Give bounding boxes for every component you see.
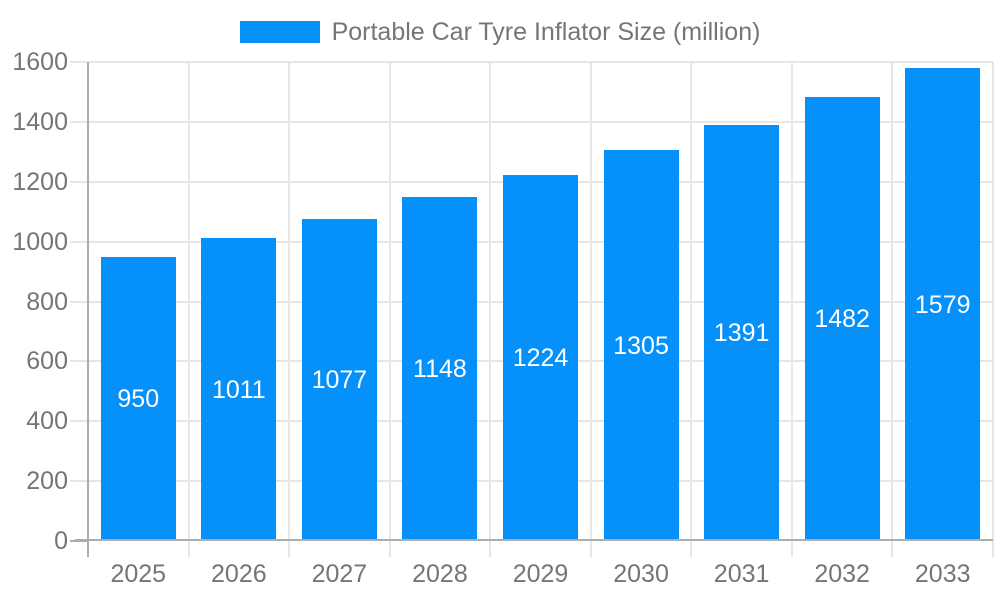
x-tick-label: 2026 [211, 560, 267, 588]
legend-label: Portable Car Tyre Inflator Size (million… [331, 17, 761, 46]
x-axis-tick [187, 541, 190, 557]
y-tick-label: 1200 [12, 167, 68, 196]
x-axis-tick [489, 541, 492, 557]
bar-value-label: 1305 [613, 331, 669, 360]
x-gridline [992, 62, 994, 541]
x-gridline [388, 62, 391, 541]
x-tick-label: 2028 [412, 560, 468, 588]
bar-value-label: 1011 [211, 375, 266, 404]
y-tick-label: 600 [26, 347, 68, 376]
x-axis-tick [992, 541, 994, 557]
y-tick-label: 1000 [12, 227, 68, 256]
y-tick-label: 200 [26, 467, 68, 496]
bar [804, 97, 880, 541]
x-axis-tick [790, 541, 793, 557]
x-gridline [489, 62, 492, 541]
y-axis-tick [70, 480, 88, 483]
x-tick-label: 2031 [713, 560, 770, 588]
x-tick-label: 2030 [613, 560, 669, 588]
x-gridline [790, 62, 793, 541]
bar [704, 124, 780, 541]
x-gridline [891, 62, 894, 541]
y-axis-tick [70, 360, 88, 363]
x-axis-tick [891, 541, 894, 557]
y-gridline [88, 120, 993, 123]
x-axis-tick [690, 541, 693, 557]
y-axis-tick [70, 120, 88, 123]
bar-value-label: 950 [117, 384, 160, 413]
x-tick-label: 2025 [110, 560, 167, 588]
x-tick-label: 2032 [814, 560, 870, 588]
y-axis-line [87, 62, 89, 557]
bar [603, 150, 679, 541]
y-tick-label: 0 [54, 527, 68, 555]
x-gridline [589, 62, 592, 541]
x-gridline [690, 62, 693, 541]
bar-value-label: 1391 [713, 318, 770, 347]
bar-value-label: 1482 [814, 305, 870, 334]
x-tick-label: 2027 [311, 560, 368, 588]
y-tick-label: 800 [26, 287, 68, 316]
bar-value-label: 1148 [413, 355, 467, 384]
y-gridline [88, 61, 993, 63]
bar [301, 218, 377, 541]
plot-area: 0 200 400 600 800 1000 1200 1400 1600 950 2025 1011… [12, 48, 994, 588]
x-axis-tick [288, 541, 291, 557]
bar [201, 238, 277, 541]
y-tick-label: 400 [26, 407, 68, 436]
bar [503, 174, 578, 541]
y-axis-tick [70, 240, 88, 243]
y-axis-tick [70, 300, 88, 303]
y-tick-label: 1600 [12, 48, 68, 76]
bar [905, 68, 981, 541]
y-axis-tick [70, 61, 88, 63]
bar-value-label: 1077 [311, 365, 368, 394]
x-gridline [288, 62, 291, 541]
bar [100, 256, 176, 541]
bar-value-label: 1579 [914, 290, 971, 319]
y-axis-tick [70, 180, 88, 183]
y-tick-label: 1400 [12, 107, 68, 136]
x-axis-tick [388, 541, 391, 557]
legend-swatch [239, 21, 320, 43]
x-gridline [187, 62, 190, 541]
bar-value-label: 1224 [512, 343, 569, 372]
y-axis-tick [70, 420, 88, 423]
x-axis-line [75, 539, 993, 541]
y-axis-tick [70, 540, 88, 542]
x-tick-label: 2033 [914, 560, 971, 588]
chart-legend: Portable Car Tyre Inflator Size (million… [0, 17, 1000, 46]
x-tick-label: 2029 [512, 560, 569, 588]
bar [402, 197, 478, 541]
x-axis-tick [589, 541, 592, 557]
